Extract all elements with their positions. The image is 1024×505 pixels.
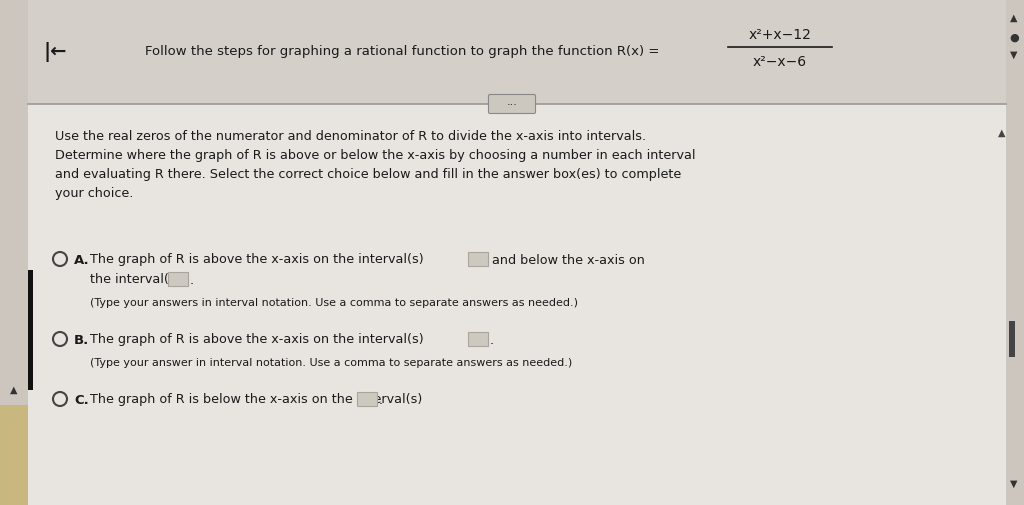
Text: (Type your answer in interval notation. Use a comma to separate answers as neede: (Type your answer in interval notation. … bbox=[90, 358, 572, 367]
Text: ···: ··· bbox=[507, 100, 517, 110]
Text: ▼: ▼ bbox=[1011, 478, 1018, 488]
FancyBboxPatch shape bbox=[488, 95, 536, 114]
Text: ▼: ▼ bbox=[1011, 50, 1018, 60]
Text: Follow the steps for graphing a rational function to graph the function R(x) =: Follow the steps for graphing a rational… bbox=[145, 45, 659, 59]
Text: |←: |← bbox=[43, 42, 67, 62]
FancyBboxPatch shape bbox=[1009, 321, 1015, 358]
FancyBboxPatch shape bbox=[468, 332, 488, 346]
Text: The graph of R is above the x-axis on the interval(s): The graph of R is above the x-axis on th… bbox=[90, 333, 424, 346]
FancyBboxPatch shape bbox=[28, 271, 33, 390]
Text: The graph of R is below the x-axis on the interval(s): The graph of R is below the x-axis on th… bbox=[90, 393, 422, 406]
Text: x²−x−6: x²−x−6 bbox=[753, 55, 807, 69]
Text: the interval(s): the interval(s) bbox=[90, 273, 180, 286]
FancyBboxPatch shape bbox=[468, 252, 488, 267]
FancyBboxPatch shape bbox=[357, 392, 377, 406]
FancyBboxPatch shape bbox=[1006, 0, 1024, 505]
Text: x²+x−12: x²+x−12 bbox=[749, 28, 811, 42]
FancyBboxPatch shape bbox=[0, 405, 28, 505]
Text: ▲: ▲ bbox=[10, 384, 17, 394]
Text: .: . bbox=[190, 273, 195, 286]
Text: your choice.: your choice. bbox=[55, 187, 133, 199]
Text: (Type your answers in interval notation. Use a comma to separate answers as need: (Type your answers in interval notation.… bbox=[90, 297, 578, 308]
Text: B.: B. bbox=[74, 333, 89, 346]
FancyBboxPatch shape bbox=[28, 0, 1006, 505]
FancyBboxPatch shape bbox=[168, 273, 188, 286]
Text: A.: A. bbox=[74, 253, 90, 266]
Text: ●: ● bbox=[1009, 33, 1019, 43]
Text: ▲: ▲ bbox=[998, 128, 1006, 138]
Text: Determine where the graph of R is above or below the x-axis by choosing a number: Determine where the graph of R is above … bbox=[55, 148, 695, 162]
Text: ▲: ▲ bbox=[1011, 13, 1018, 23]
Text: .: . bbox=[490, 333, 495, 346]
Text: .: . bbox=[379, 393, 383, 406]
Text: and evaluating R there. Select the correct choice below and fill in the answer b: and evaluating R there. Select the corre… bbox=[55, 168, 681, 181]
FancyBboxPatch shape bbox=[28, 0, 1006, 105]
FancyBboxPatch shape bbox=[0, 0, 28, 505]
Text: and below the x-axis on: and below the x-axis on bbox=[492, 253, 645, 266]
Text: Use the real zeros of the numerator and denominator of R to divide the x-axis in: Use the real zeros of the numerator and … bbox=[55, 130, 646, 143]
Text: C.: C. bbox=[74, 393, 89, 406]
Text: The graph of R is above the x-axis on the interval(s): The graph of R is above the x-axis on th… bbox=[90, 253, 424, 266]
